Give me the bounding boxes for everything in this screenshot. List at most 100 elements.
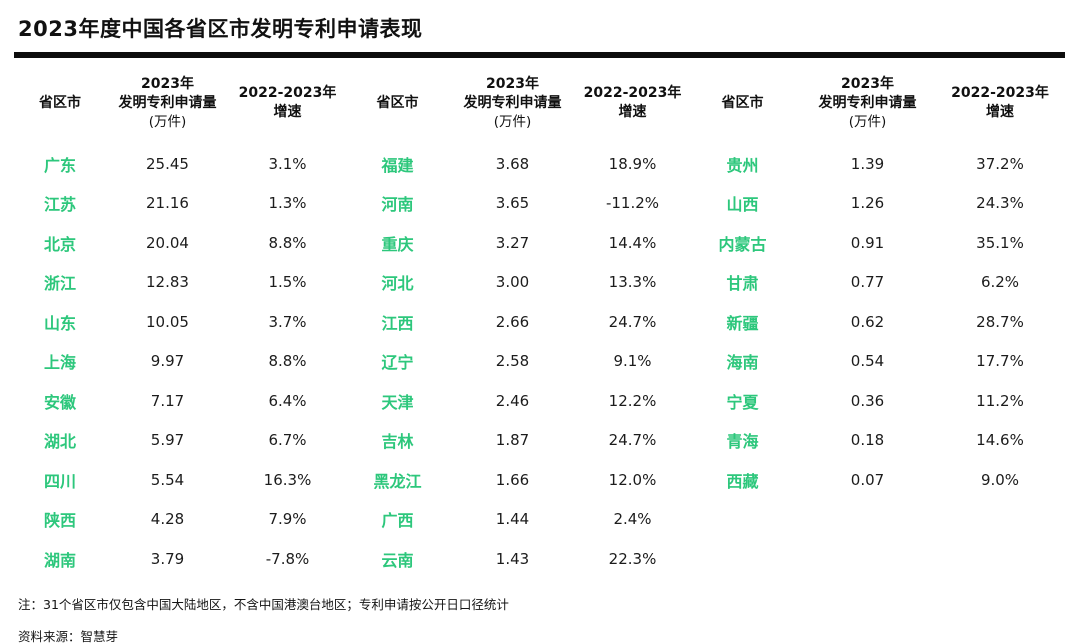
growth-cell: 8.8% [268,352,307,371]
province-cell: 陕西 [43,511,76,531]
table-row: 江西 2.66 24.7% [345,302,690,342]
province-cell: 湖北 [43,432,76,452]
province-cell: 北京 [43,234,76,254]
province-cell: 云南 [381,550,414,570]
growth-cell: -7.8% [265,549,310,568]
province-cell: 海南 [726,353,759,373]
table-row: 甘肃 0.77 6.2% [690,263,1060,303]
value-cell: 4.28 [150,510,185,529]
growth-cell: 11.2% [976,391,1024,410]
province-cell: 辽宁 [381,353,414,373]
province-cell: 贵州 [726,155,759,175]
province-cell: 江西 [381,313,414,333]
header-growth-line1: 2022-2023年 [951,85,1049,101]
table-row: 福建 3.68 18.9% [345,144,690,184]
province-cell: 河南 [381,195,414,215]
growth-cell: 6.2% [980,273,1020,292]
value-cell: 1.26 [850,194,885,213]
table-row: 广西 1.44 2.4% [345,500,690,540]
value-cell: 3.00 [495,273,530,292]
growth-cell: 13.3% [608,273,657,292]
province-cell: 上海 [43,353,76,373]
table-row: 四川 5.54 16.3% [15,460,345,500]
table-row: 云南 1.43 22.3% [345,539,690,579]
value-cell: 0.18 [850,431,885,450]
province-cell: 山西 [726,195,759,215]
table-group: 省区市 2023年 发明专利申请量 (万件) 2022-2023年 增速 广东 2… [15,62,345,579]
value-cell: 0.36 [850,391,885,410]
group-header: 省区市 2023年 发明专利申请量 (万件) 2022-2023年 增速 [345,62,690,144]
value-cell: 5.54 [150,470,185,489]
growth-cell: 22.3% [608,549,657,568]
table-row: 宁夏 0.36 11.2% [690,381,1060,421]
group-rows: 贵州 1.39 37.2% 山西 1.26 24.3% 内蒙古 0.91 35.1% 甘肃 0.77… [690,144,1060,500]
value-cell: 1.44 [495,510,530,529]
header-growth: 2022-2023年 增速 [940,84,1060,122]
footnote-text: 注：31个省区市仅包含中国大陆地区，不含中国港澳台地区；专利申请按公开日口径统计 [18,596,509,612]
province-cell: 甘肃 [726,274,759,294]
table-row: 西藏 0.07 9.0% [690,460,1060,500]
province-cell: 宁夏 [726,392,759,412]
header-value-line1: 2023年 [841,75,894,92]
growth-cell: 14.4% [608,233,657,252]
table-row: 海南 0.54 17.7% [690,342,1060,382]
table-row: 江苏 21.16 1.3% [15,184,345,224]
growth-cell: 12.2% [608,391,657,410]
growth-cell: 28.7% [976,312,1024,331]
table-row: 广东 25.45 3.1% [15,144,345,184]
table-group: 省区市 2023年 发明专利申请量 (万件) 2022-2023年 增速 福建 3… [345,62,690,579]
header-value-line2: 发明专利申请量 [818,94,917,111]
value-cell: 25.45 [146,154,189,173]
province-cell: 河北 [381,274,414,294]
growth-cell: 12.0% [608,470,657,489]
value-cell: 21.16 [146,194,189,213]
table-row: 天津 2.46 12.2% [345,381,690,421]
province-cell: 西藏 [726,471,759,491]
header-value-line2: 发明专利申请量 [463,94,562,111]
value-cell: 12.83 [146,273,189,292]
header-growth-line1: 2022-2023年 [583,85,682,101]
value-cell: 0.62 [850,312,885,331]
province-cell: 重庆 [381,234,414,254]
province-cell: 浙江 [43,274,76,294]
header-value-unit: (万件) [148,113,187,130]
header-province: 省区市 [39,94,81,111]
table-row: 黑龙江 1.66 12.0% [345,460,690,500]
header-growth-line2: 增速 [273,104,302,120]
province-cell: 吉林 [381,432,414,452]
growth-cell: 6.7% [268,431,307,450]
growth-cell: 37.2% [976,154,1024,173]
province-cell: 江苏 [43,195,76,215]
page-title: 2023年度中国各省区市发明专利申请表现 [18,17,423,41]
province-cell: 天津 [381,392,414,412]
value-cell: 3.79 [150,549,185,568]
growth-cell: -11.2% [605,194,660,213]
growth-cell: 17.7% [976,352,1024,371]
table-row: 山西 1.26 24.3% [690,184,1060,224]
header-value: 2023年 发明专利申请量 (万件) [795,75,940,132]
province-cell: 安徽 [43,392,76,412]
value-cell: 0.91 [850,233,885,252]
table-row: 湖北 5.97 6.7% [15,421,345,461]
province-cell: 新疆 [726,313,759,333]
group-rows: 福建 3.68 18.9% 河南 3.65 -11.2% 重庆 3.27 14.4% 河北 3.00… [345,144,690,579]
patent-table: 省区市 2023年 发明专利申请量 (万件) 2022-2023年 增速 广东 2… [0,62,1080,579]
group-header: 省区市 2023年 发明专利申请量 (万件) 2022-2023年 增速 [690,62,1060,144]
growth-cell: 24.7% [608,431,657,450]
footnotes: 注：31个省区市仅包含中国大陆地区，不含中国港澳台地区；专利申请按公开日口径统计… [18,594,1080,644]
table-row: 河南 3.65 -11.2% [345,184,690,224]
header-value: 2023年 发明专利申请量 (万件) [105,75,230,132]
header-value-line1: 2023年 [486,75,539,92]
growth-cell: 24.3% [976,194,1024,213]
table-row: 山东 10.05 3.7% [15,302,345,342]
growth-cell: 3.7% [268,312,307,331]
table-row: 浙江 12.83 1.5% [15,263,345,303]
value-cell: 0.07 [850,470,885,489]
header-value: 2023年 发明专利申请量 (万件) [450,75,575,132]
growth-cell: 1.5% [268,273,307,292]
table-row: 贵州 1.39 37.2% [690,144,1060,184]
value-cell: 1.39 [850,154,885,173]
data-source: 资料来源：智慧芽 [18,628,119,644]
value-cell: 10.05 [146,312,189,331]
header-growth: 2022-2023年 增速 [230,84,345,122]
